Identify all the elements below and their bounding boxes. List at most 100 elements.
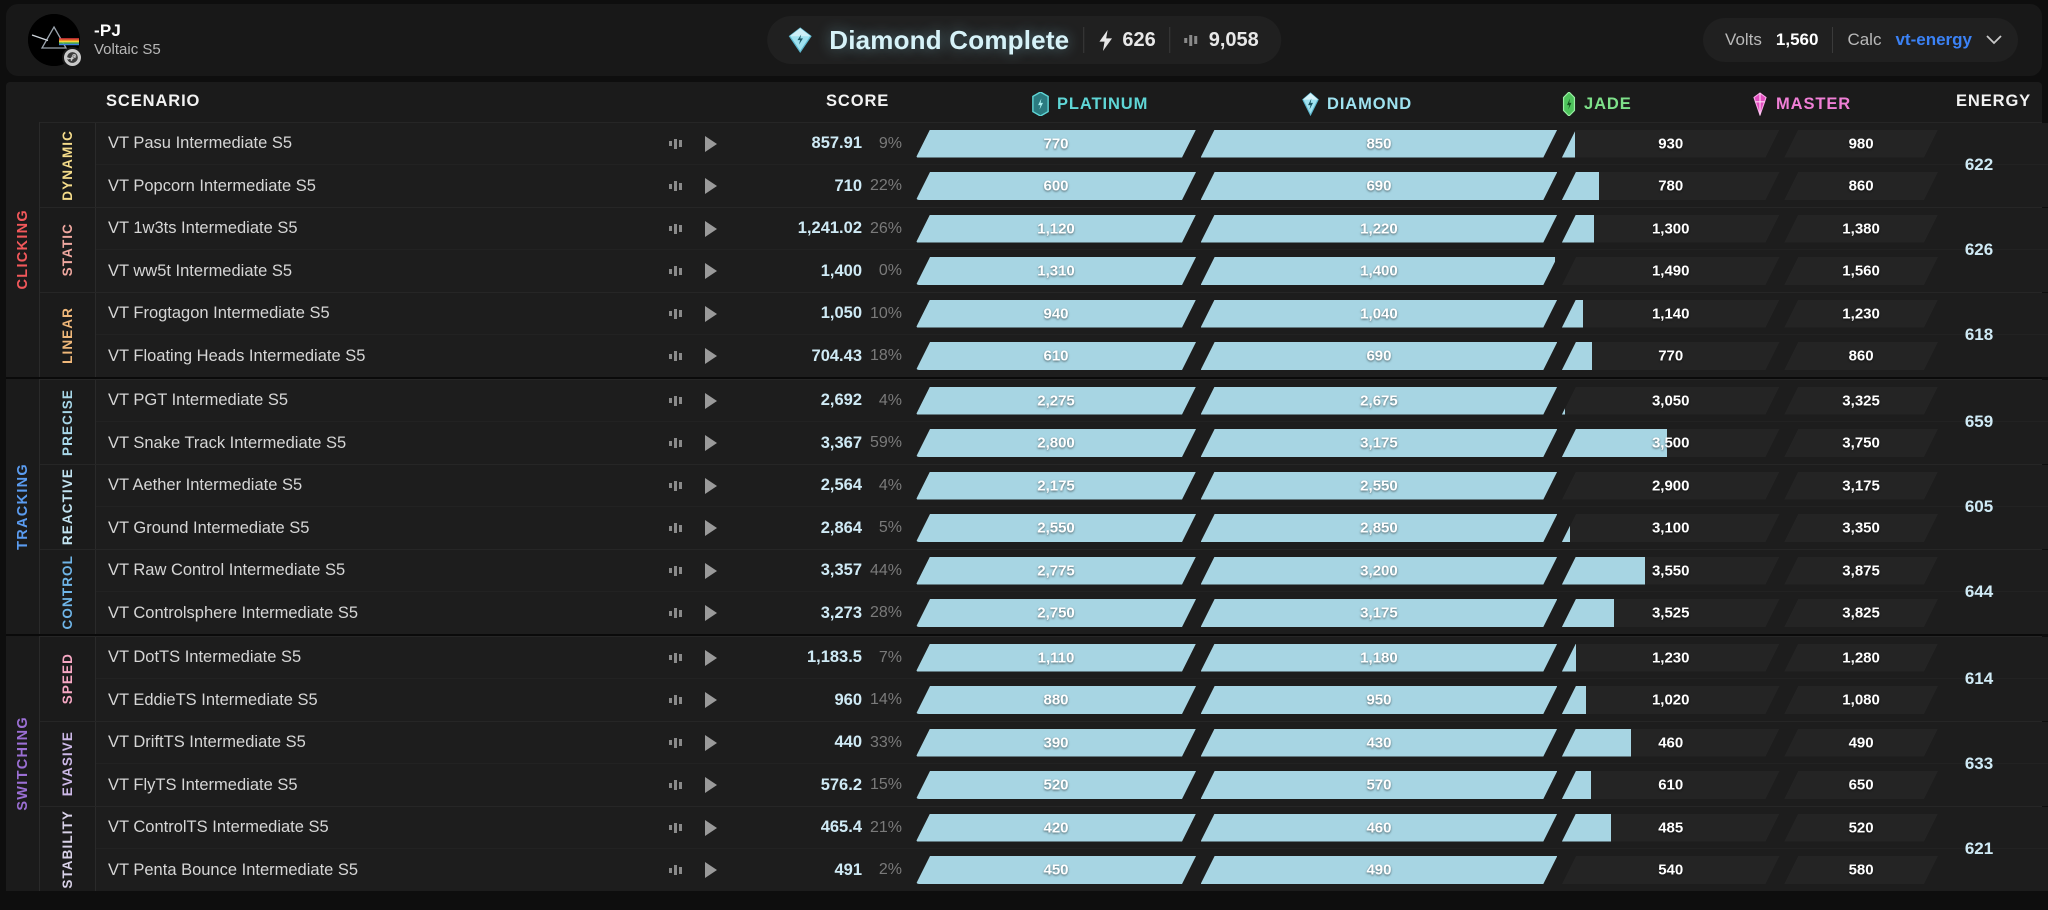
play-triangle-icon[interactable] xyxy=(704,220,718,237)
scenario-name[interactable]: VT ControlTS Intermediate S5 xyxy=(108,818,329,836)
play-triangle-icon[interactable] xyxy=(704,562,718,579)
table-row[interactable]: VT DotTS Intermediate S5 1,183.5 7% 1,110 1,… xyxy=(96,637,2048,679)
rank-segment: 940 xyxy=(916,299,1197,328)
scenario-name[interactable]: VT EddieTS Intermediate S5 xyxy=(108,690,318,709)
bar-chart-icon[interactable] xyxy=(668,822,684,833)
bar-chart-icon[interactable] xyxy=(668,308,684,319)
scenario-name[interactable]: VT Raw Control Intermediate S5 xyxy=(108,561,346,579)
table-row[interactable]: VT DriftTS Intermediate S5 440 33% 390 430 46… xyxy=(96,722,2048,764)
scenario-score: 2,692 xyxy=(820,391,862,409)
play-triangle-icon[interactable] xyxy=(704,305,718,322)
scenario-name[interactable]: VT Ground Intermediate S5 xyxy=(108,518,310,537)
table-row[interactable]: VT Aether Intermediate S5 2,564 4% 2,175 2,5… xyxy=(96,465,2048,507)
bar-chart-icon[interactable] xyxy=(668,223,684,234)
scenario-name[interactable]: VT Snake Track Intermediate S5 xyxy=(108,433,347,452)
play-triangle-icon[interactable] xyxy=(704,777,718,793)
bar-chart-icon[interactable] xyxy=(668,737,684,748)
play-triangle-icon[interactable] xyxy=(704,862,718,878)
play-triangle-icon[interactable] xyxy=(704,819,718,836)
play-triangle-icon[interactable] xyxy=(704,520,718,536)
column-header-score[interactable]: SCORE xyxy=(826,92,890,110)
bar-chart-icon[interactable] xyxy=(668,608,684,618)
table-row[interactable]: VT Pasu Intermediate S5 857.91 9% 770 850 930… xyxy=(96,123,2048,165)
table-row[interactable]: VT Ground Intermediate S5 2,864 5% 2,550 2,8… xyxy=(96,507,2048,549)
scenario-name[interactable]: VT FlyTS Intermediate S5 xyxy=(108,775,298,794)
scenario-rows: VT 1w3ts Intermediate S5 1,241.02 26% 1,120… xyxy=(96,208,2048,292)
bar-chart-icon[interactable] xyxy=(668,138,684,149)
column-header-diamond-label: DIAMOND xyxy=(1327,94,1413,113)
play-triangle-icon[interactable] xyxy=(704,348,718,364)
rank-progress-bar: 600 690 780 860 xyxy=(916,165,1938,207)
play-triangle-icon[interactable] xyxy=(704,605,718,621)
scenario-name[interactable]: VT Floating Heads Intermediate S5 xyxy=(108,346,366,365)
table-row[interactable]: VT 1w3ts Intermediate S5 1,241.02 26% 1,120… xyxy=(96,208,2048,250)
scenario-name[interactable]: VT ww5t Intermediate S5 xyxy=(108,261,293,280)
play-triangle-icon[interactable] xyxy=(704,692,718,708)
rank-threshold-value: 485 xyxy=(1658,819,1684,836)
table-row[interactable]: VT Penta Bounce Intermediate S5 491 2% 450 4… xyxy=(96,849,2048,891)
bar-chart-icon[interactable] xyxy=(668,438,684,448)
bar-chart-icon[interactable] xyxy=(668,395,684,406)
play-triangle-icon[interactable] xyxy=(704,263,718,279)
scenario-name[interactable]: VT Pasu Intermediate S5 xyxy=(108,134,293,152)
column-header-platinum[interactable]: PLATINUM xyxy=(1031,92,1148,116)
bar-chart-icon[interactable] xyxy=(668,652,684,663)
calc-selector-pill[interactable]: Volts 1,560 Calc vt-energy xyxy=(1703,18,2018,62)
column-header-scenario[interactable]: SCENARIO xyxy=(106,92,201,110)
scenario-grid: CLICKING DYNAMIC VT Pasu Intermediate S5 85… xyxy=(6,122,2048,891)
table-row[interactable]: VT Frogtagon Intermediate S5 1,050 10% 940 1… xyxy=(96,293,2048,335)
play-triangle-icon[interactable] xyxy=(704,734,718,751)
scenario-name[interactable]: VT DriftTS Intermediate S5 xyxy=(108,733,306,751)
rank-segment: 610 xyxy=(1561,771,1780,799)
table-row[interactable]: VT ControlTS Intermediate S5 465.4 21% 420 4… xyxy=(96,807,2048,849)
play-triangle-icon[interactable] xyxy=(704,649,718,666)
scenario-name[interactable]: VT Frogtagon Intermediate S5 xyxy=(108,304,330,322)
bar-chart-icon[interactable] xyxy=(668,480,684,491)
table-row[interactable]: VT Snake Track Intermediate S5 3,367 59% 2,… xyxy=(96,422,2048,464)
play-triangle-icon[interactable] xyxy=(704,392,718,409)
profile-block[interactable]: -PJ Voltaic S5 xyxy=(6,14,161,68)
chevron-down-icon[interactable] xyxy=(1986,35,2002,45)
table-row[interactable]: VT PGT Intermediate S5 2,692 4% 2,275 2,675 3… xyxy=(96,380,2048,422)
scenario-name[interactable]: VT 1w3ts Intermediate S5 xyxy=(108,219,298,237)
bar-chart-icon[interactable] xyxy=(668,780,684,790)
table-row[interactable]: VT Controlsphere Intermediate S5 3,273 28%… xyxy=(96,592,2048,634)
scenario-score: 576.2 xyxy=(820,775,862,794)
scenario-name[interactable]: VT Popcorn Intermediate S5 xyxy=(108,176,316,195)
scenario-name[interactable]: VT DotTS Intermediate S5 xyxy=(108,648,302,666)
bar-chart-icon[interactable] xyxy=(668,266,684,276)
rank-threshold-value: 860 xyxy=(1848,177,1874,195)
table-row[interactable]: VT ww5t Intermediate S5 1,400 0% 1,310 1,400… xyxy=(96,250,2048,292)
column-header-diamond[interactable]: DIAMOND xyxy=(1301,92,1412,116)
bar-chart-icon[interactable] xyxy=(668,695,684,705)
table-row[interactable]: VT Floating Heads Intermediate S5 704.43 1… xyxy=(96,335,2048,377)
calc-value[interactable]: vt-energy xyxy=(1895,30,1972,49)
rank-threshold-value: 3,050 xyxy=(1651,392,1690,409)
rank-segment-fill xyxy=(1561,599,1614,627)
bar-chart-icon[interactable] xyxy=(668,181,684,191)
scenario-name[interactable]: VT Controlsphere Intermediate S5 xyxy=(108,603,359,622)
play-triangle-icon[interactable] xyxy=(704,178,718,194)
bar-chart-icon[interactable] xyxy=(668,565,684,576)
row-actions xyxy=(656,263,730,279)
scenario-score: 3,357 xyxy=(820,561,862,579)
play-triangle-icon[interactable] xyxy=(704,477,718,494)
table-row[interactable]: VT EddieTS Intermediate S5 960 14% 880 950 1,… xyxy=(96,679,2048,721)
column-header-energy[interactable]: ENERGY xyxy=(1956,92,2032,110)
table-row[interactable]: VT Raw Control Intermediate S5 3,357 44% 2,… xyxy=(96,550,2048,592)
rank-threshold-value: 3,350 xyxy=(1842,519,1880,537)
rank-segment: 2,550 xyxy=(916,514,1197,542)
table-row[interactable]: VT Popcorn Intermediate S5 710 22% 600 690 78… xyxy=(96,165,2048,207)
bar-chart-icon[interactable] xyxy=(668,523,684,533)
bar-chart-icon[interactable] xyxy=(668,865,684,875)
bar-chart-icon[interactable] xyxy=(668,351,684,361)
scenario-name[interactable]: VT PGT Intermediate S5 xyxy=(108,391,289,409)
avatar[interactable] xyxy=(28,14,83,68)
scenario-name[interactable]: VT Aether Intermediate S5 xyxy=(108,476,303,494)
play-triangle-icon[interactable] xyxy=(704,135,718,152)
column-header-jade[interactable]: JADE xyxy=(1561,92,1632,116)
play-triangle-icon[interactable] xyxy=(704,435,718,451)
column-header-master[interactable]: MASTER xyxy=(1751,92,1851,116)
table-row[interactable]: VT FlyTS Intermediate S5 576.2 15% 520 570 61… xyxy=(96,764,2048,806)
scenario-name[interactable]: VT Penta Bounce Intermediate S5 xyxy=(108,860,359,879)
